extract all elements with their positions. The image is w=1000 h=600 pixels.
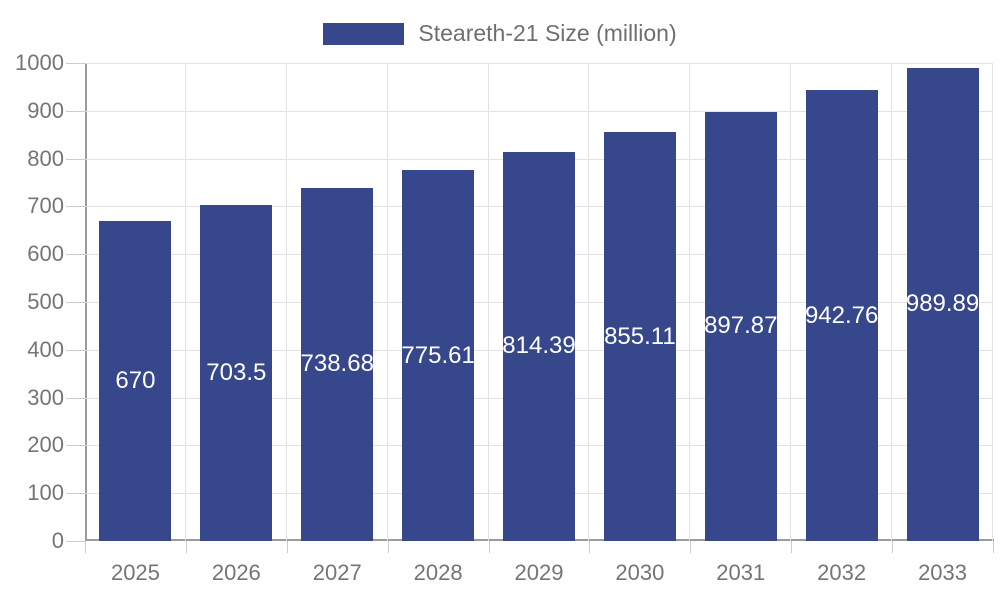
x-tick-label: 2030 — [615, 560, 665, 585]
h-gridline — [85, 110, 993, 112]
v-gridline — [487, 63, 489, 541]
x-tick-mark — [589, 541, 591, 553]
y-tick-mark — [66, 541, 86, 542]
plot-area: 670 703.5 738.68 775.61 814.39 855.11 897.87 94… — [85, 63, 993, 541]
bar-value-label: 703.5 — [206, 358, 267, 386]
x-tick-label: 2025 — [110, 560, 160, 585]
y-tick-label: 500 — [27, 289, 64, 314]
x-tick-mark — [286, 541, 288, 553]
legend[interactable]: Steareth-21 Size (million) — [0, 20, 1000, 47]
x-tick-mark — [892, 541, 894, 553]
bar[interactable]: 703.5 — [200, 204, 273, 541]
y-tick-mark — [66, 349, 86, 351]
bar[interactable]: 855.11 — [603, 132, 676, 541]
y-tick-mark — [66, 63, 86, 64]
y-tick-label: 200 — [27, 432, 64, 458]
y-tick-label: 800 — [27, 145, 64, 171]
x-tick-mark — [488, 541, 490, 553]
legend-label: Steareth-21 Size (million) — [418, 20, 677, 46]
v-gridline — [184, 63, 186, 541]
v-gridline — [992, 63, 993, 541]
bar-value-label: 942.76 — [804, 301, 879, 329]
y-tick-mark — [66, 254, 86, 256]
y-tick-mark — [66, 445, 86, 447]
bar-value-label: 855.11 — [604, 322, 676, 350]
bar-value-label: 814.39 — [502, 332, 576, 360]
bar-value-label: 775.61 — [401, 341, 475, 369]
y-tick-mark — [66, 397, 86, 399]
x-tick-mark — [791, 541, 793, 553]
bar-value-label: 897.87 — [704, 312, 778, 340]
y-tick-label: 1000 — [15, 50, 64, 75]
bar[interactable]: 897.87 — [704, 111, 778, 541]
legend-swatch-icon — [323, 22, 405, 45]
bar[interactable]: 775.61 — [401, 170, 475, 541]
bar[interactable]: 942.76 — [804, 90, 879, 541]
x-tick-mark — [387, 541, 389, 553]
bar-value-label: 989.89 — [905, 290, 980, 318]
v-gridline — [285, 63, 287, 541]
y-tick-mark — [66, 158, 86, 160]
y-tick-mark — [66, 493, 86, 495]
v-gridline — [790, 63, 792, 541]
v-gridline — [689, 63, 691, 541]
y-tick-label: 900 — [27, 97, 64, 123]
y-tick-label: 600 — [27, 241, 64, 267]
bar-value-label: 738.68 — [300, 350, 374, 378]
h-gridline — [85, 63, 993, 64]
y-tick-label: 300 — [27, 384, 64, 410]
x-tick-mark — [690, 541, 692, 553]
bar[interactable]: 670 — [99, 220, 172, 541]
y-tick-mark — [66, 302, 86, 303]
y-tick-label: 100 — [27, 480, 64, 506]
x-tick-mark — [993, 541, 994, 553]
x-tick-label: 2029 — [514, 560, 564, 585]
v-gridline — [891, 63, 893, 541]
y-tick-label: 700 — [27, 193, 64, 219]
x-tick-label: 2028 — [413, 560, 463, 585]
y-tick-mark — [66, 110, 86, 112]
x-tick-label: 2032 — [817, 560, 867, 585]
bar[interactable]: 814.39 — [502, 151, 576, 541]
v-gridline — [588, 63, 590, 541]
v-gridline — [386, 63, 388, 541]
y-tick-label: 400 — [27, 336, 64, 362]
bar[interactable]: 989.89 — [905, 67, 980, 541]
x-tick-label: 2027 — [312, 560, 362, 585]
x-tick-mark — [85, 541, 86, 553]
x-tick-label: 2031 — [716, 560, 766, 585]
x-tick-mark — [185, 541, 187, 553]
y-tick-mark — [66, 206, 86, 208]
y-tick-label: 0 — [51, 528, 64, 553]
bar-value-label: 670 — [115, 366, 156, 394]
bar[interactable]: 738.68 — [300, 187, 374, 541]
x-tick-label: 2033 — [918, 560, 968, 585]
x-tick-label: 2026 — [211, 560, 261, 585]
